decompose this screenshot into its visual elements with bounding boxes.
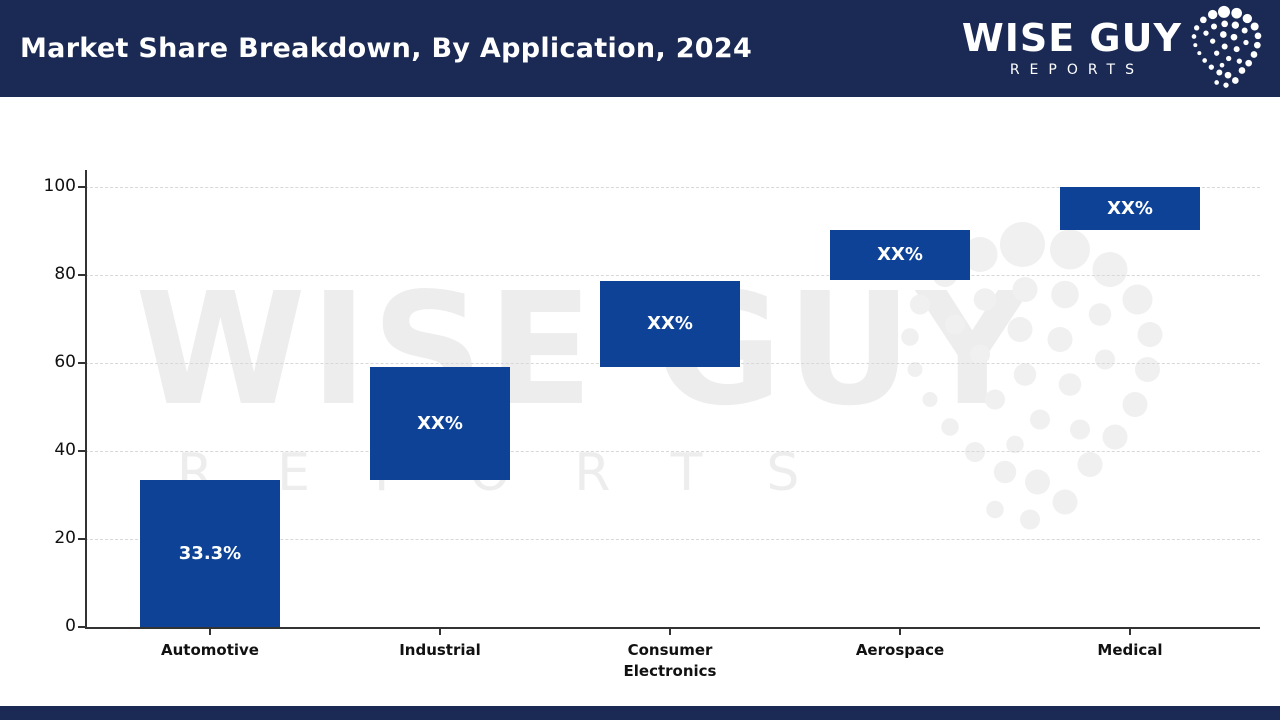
page-title: Market Share Breakdown, By Application, … — [20, 33, 753, 64]
brand-logo-text: WISE GUY REPORTS — [962, 19, 1182, 78]
bar-automotive: 33.3% — [140, 480, 280, 627]
x-axis-tick — [1129, 629, 1131, 635]
y-axis-tick-label: 0 — [65, 616, 76, 636]
x-axis-category-label: Automotive — [161, 641, 259, 659]
x-axis-tick — [439, 629, 441, 635]
y-axis-tick — [78, 362, 85, 364]
bar-value-label: 33.3% — [178, 543, 242, 565]
y-axis-tick — [78, 450, 85, 452]
y-axis-tick — [78, 274, 85, 276]
x-axis-category-label: Consumer Electronics — [623, 641, 717, 680]
x-axis-category-label: Medical — [1097, 641, 1163, 659]
brand-logo: WISE GUY REPORTS — [962, 5, 1266, 92]
bar-consumer-electronics: XX% — [600, 281, 740, 367]
watermark-line1: WISE GUY — [135, 259, 1033, 440]
x-axis-tick — [669, 629, 671, 635]
y-axis-tick-label: 20 — [54, 528, 76, 548]
gridline — [85, 187, 1260, 188]
bar-aerospace: XX% — [830, 229, 970, 280]
brand-name: WISE GUY — [961, 16, 1182, 60]
bar-value-label: XX% — [647, 313, 693, 335]
gridline — [85, 451, 1260, 452]
y-axis-tick-label: 60 — [54, 352, 76, 372]
bar-value-label: XX% — [877, 244, 923, 266]
brand-head-icon — [1191, 5, 1262, 88]
brand-subname: REPORTS — [1009, 62, 1144, 78]
x-axis-category-label: Industrial — [399, 641, 481, 659]
header-bar: Market Share Breakdown, By Application, … — [0, 0, 1280, 97]
watermark-head-graphic — [901, 222, 1163, 530]
x-axis-tick — [209, 629, 211, 635]
bar-industrial: XX% — [370, 366, 510, 481]
x-axis-category-label: Aerospace — [855, 641, 945, 659]
bar-medical: XX% — [1060, 187, 1200, 230]
y-axis-tick — [78, 626, 85, 628]
y-axis-tick — [78, 538, 85, 540]
x-axis-line — [85, 627, 1260, 629]
y-axis-tick-label: 100 — [43, 176, 76, 196]
y-axis-tick — [78, 186, 85, 188]
y-axis-tick-label: 40 — [54, 440, 76, 460]
bar-value-label: XX% — [417, 412, 463, 434]
y-axis-tick-label: 80 — [54, 264, 76, 284]
bar-value-label: XX% — [1107, 197, 1153, 219]
x-axis-tick — [899, 629, 901, 635]
gridline — [85, 275, 1260, 276]
footer-bar — [0, 706, 1280, 720]
y-axis-line — [85, 170, 87, 629]
gridline — [85, 539, 1260, 540]
